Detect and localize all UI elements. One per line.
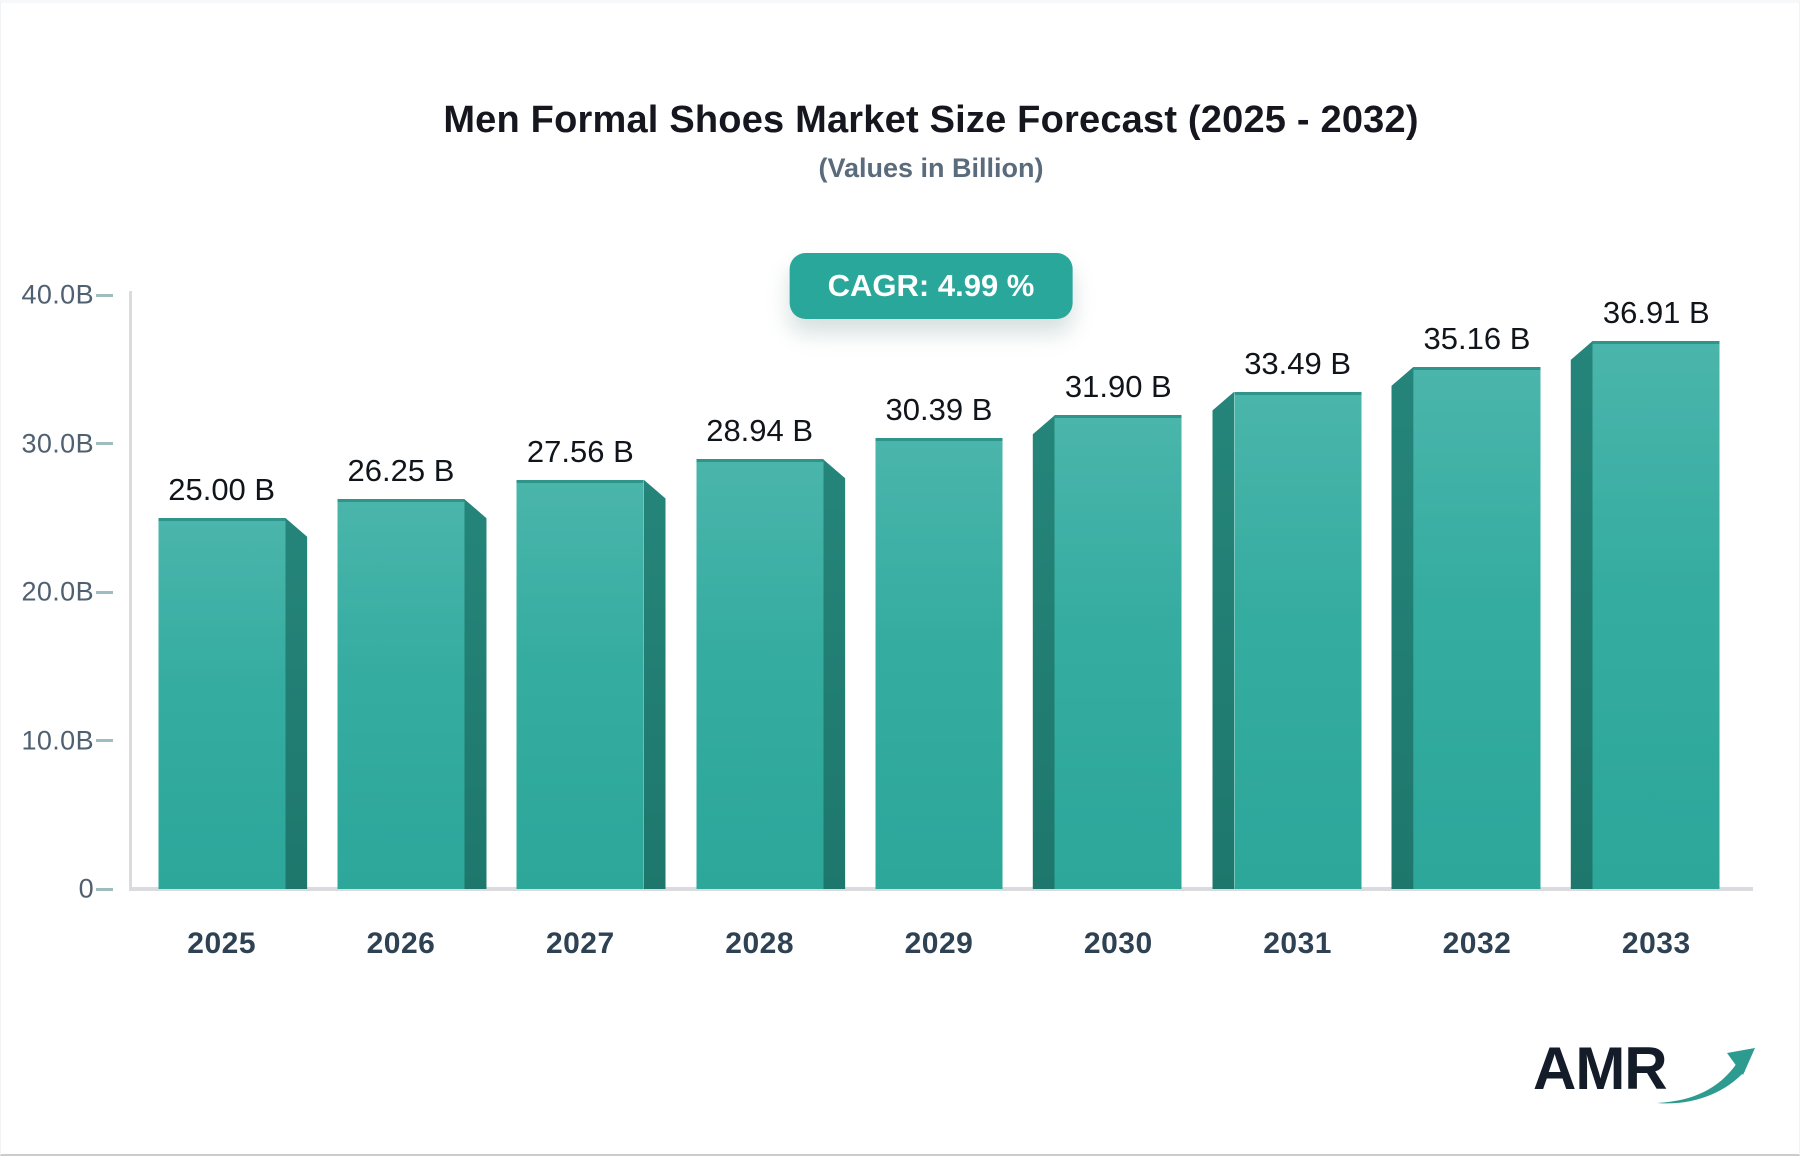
chart-subtitle: (Values in Billion) [818, 153, 1044, 183]
bar-2029[interactable] [875, 437, 1003, 889]
y-axis-tick-label: 40.0B [21, 279, 94, 310]
y-axis-tick-label: 10.0B [21, 725, 94, 755]
bar-value-label: 25.00 B [168, 471, 276, 507]
plot-area: 40.0B 30.0B 20.0B 10.0B 0 25.00 B 2025 26.25 B… [21, 280, 1753, 960]
bar-2025[interactable] [158, 517, 286, 889]
chart-title: Men Formal Shoes Market Size Forecast (2… [443, 99, 1419, 141]
bar-3d-side [285, 517, 308, 889]
x-axis-label: 2029 [904, 927, 974, 960]
bar-group-2028: 28.94 B [696, 413, 846, 889]
bar-column: 25.00 B 2025 [132, 295, 311, 960]
bar-3d-side [1570, 340, 1593, 889]
bar-3d-side [823, 459, 846, 889]
y-axis-tick [96, 590, 113, 594]
x-axis-label: 2028 [725, 927, 795, 960]
x-axis-label: 2033 [1621, 927, 1691, 960]
bar-value-label: 28.94 B [706, 413, 814, 449]
bar-2026[interactable] [337, 499, 465, 889]
bar-value-label: 35.16 B [1423, 320, 1531, 356]
bar-column: 33.49 B 2031 [1208, 295, 1387, 960]
bar-group-2032: 35.16 B [1391, 321, 1541, 889]
amr-logo: AMR [1533, 1039, 1759, 1107]
bar-column: 35.16 B 2032 [1387, 295, 1566, 960]
bar-3d-side [1391, 366, 1414, 889]
bar-column: 30.39 B 2029 [849, 295, 1028, 960]
bar-group-2027: 27.56 B [516, 434, 666, 889]
amr-logo-text: AMR [1533, 1035, 1668, 1102]
cagr-badge: CAGR: 4.99 % [789, 253, 1073, 319]
bar-value-label: 31.90 B [1064, 369, 1172, 405]
y-axis-tick [96, 887, 113, 891]
bar-column: 31.90 B 2030 [1029, 295, 1208, 960]
bar-value-label: 26.25 B [347, 453, 455, 489]
bar-group-2031: 33.49 B [1212, 346, 1362, 889]
bar-group-2026: 26.25 B [337, 453, 487, 889]
y-axis-tick-label: 20.0B [21, 576, 94, 607]
y-axis-tick-label: 30.0B [21, 428, 94, 458]
bar-2032[interactable] [1413, 366, 1541, 889]
x-axis-label: 2031 [1263, 927, 1332, 960]
y-axis-tick [96, 739, 113, 742]
bar-2031[interactable] [1234, 391, 1362, 889]
x-axis-label: 2032 [1442, 927, 1512, 960]
bar-2030[interactable] [1054, 415, 1182, 889]
x-axis-label: 2027 [545, 927, 615, 960]
bar-column: 26.25 B 2026 [311, 295, 490, 960]
x-axis-label: 2025 [187, 927, 257, 960]
bar-3d-side [1032, 415, 1055, 889]
y-axis-line [129, 291, 132, 891]
bar-column: 27.56 B 2027 [491, 295, 670, 960]
bar-2033[interactable] [1592, 340, 1720, 889]
bar-group-2030: 31.90 B [1032, 369, 1182, 889]
growth-arrow-icon [1656, 1048, 1755, 1104]
bar-3d-side [464, 499, 487, 889]
bar-value-label: 33.49 B [1244, 345, 1352, 381]
y-axis-tick-label: 0 [78, 873, 94, 904]
bar-2028[interactable] [696, 459, 824, 889]
bar-3d-side [1212, 391, 1235, 889]
bar-value-label: 30.39 B [885, 391, 993, 427]
bars-container: 25.00 B 2025 26.25 B 2026 27.56 B 2027 28.94 B… [132, 295, 1746, 960]
bar-2027[interactable] [516, 479, 644, 889]
bar-group-2033: 36.91 B [1570, 295, 1720, 889]
bar-column: 28.94 B 2028 [670, 295, 849, 960]
x-axis-label: 2030 [1083, 927, 1153, 960]
y-axis-tick [96, 442, 113, 445]
y-axis-tick [96, 293, 113, 297]
x-axis-label: 2026 [366, 927, 436, 960]
x-axis-line [129, 887, 1753, 891]
bar-value-label: 27.56 B [526, 433, 634, 469]
bar-3d-side [643, 479, 666, 889]
bar-column: 36.91 B 2033 [1567, 295, 1746, 960]
bar-value-label: 36.91 B [1602, 294, 1710, 330]
bar-group-2029: 30.39 B [875, 392, 1003, 889]
bar-group-2025: 25.00 B [158, 472, 308, 889]
